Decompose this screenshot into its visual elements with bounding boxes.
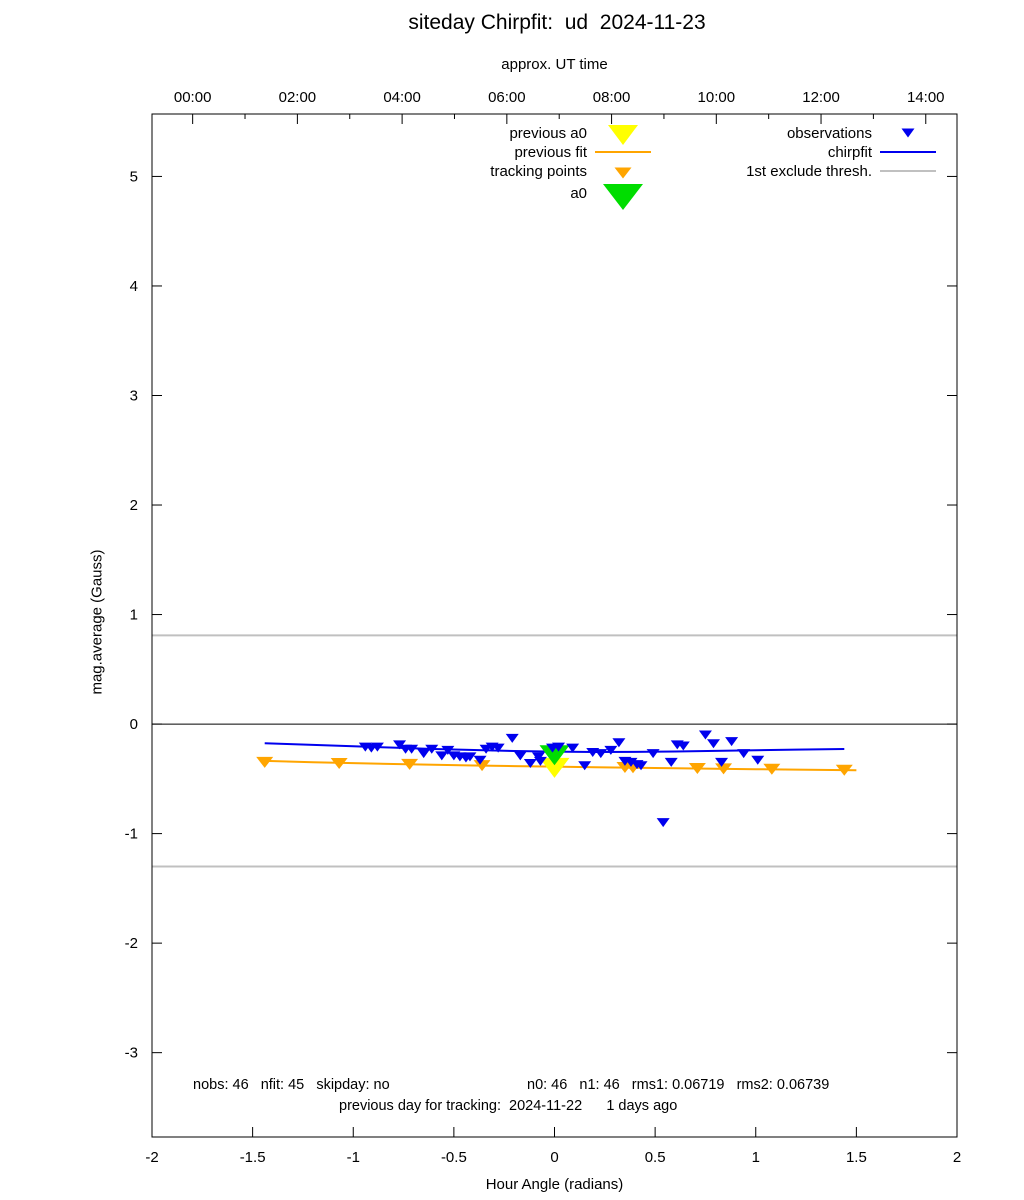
y-tick-label: -2 — [125, 935, 138, 952]
observation-point — [370, 742, 384, 752]
observation-point — [578, 761, 592, 771]
observation-point — [725, 737, 739, 747]
legend-marker-swatch — [901, 128, 915, 138]
legend-label: observations — [787, 125, 872, 142]
tracking-point — [473, 760, 491, 772]
observation-point — [505, 733, 519, 743]
x-axis-title: Hour Angle (radians) — [485, 1176, 624, 1193]
tracking-point — [330, 758, 348, 770]
plot-border — [151, 113, 958, 1138]
observation-point — [513, 751, 527, 761]
x-tick-label: -2 — [145, 1149, 158, 1166]
tracking-point — [763, 763, 781, 775]
observation-point — [566, 743, 580, 753]
stats-nobs-nfit-skipday: nobs: 46 nfit: 45 skipday: no — [193, 1077, 390, 1093]
observation-point — [491, 743, 505, 753]
y-tick-label: 2 — [130, 497, 138, 514]
legend-marker-swatch — [614, 167, 632, 179]
x-tick-label: -1 — [347, 1149, 360, 1166]
x-tick-label: -1.5 — [240, 1149, 266, 1166]
ut-tick-label: 04:00 — [383, 89, 421, 106]
observation-point — [441, 745, 455, 755]
observation-point — [604, 745, 618, 755]
observation-point — [523, 759, 537, 769]
stats-previous-day: previous day for tracking: 2024-11-22 1 … — [339, 1098, 678, 1114]
ut-tick-label: 06:00 — [488, 89, 526, 106]
x-tick-label: 0 — [550, 1149, 558, 1166]
ut-tick-label: 08:00 — [593, 89, 631, 106]
ut-tick-label: 00:00 — [174, 89, 212, 106]
chart-title: siteday Chirpfit: ud 2024-11-23 — [408, 11, 706, 34]
observation-point — [706, 739, 720, 749]
tracking-point — [256, 756, 274, 768]
y-tick-label: -1 — [125, 826, 138, 843]
observation-point — [594, 749, 608, 759]
y-tick-label: 0 — [130, 716, 138, 733]
observation-point — [552, 742, 566, 752]
observation-point — [425, 744, 439, 754]
legend-marker-swatch — [603, 184, 643, 210]
top-axis-title: approx. UT time — [501, 56, 608, 73]
observation-point — [435, 751, 449, 761]
observation-point — [612, 738, 626, 748]
legend-marker-swatch — [608, 125, 638, 145]
tracking-point — [401, 758, 419, 770]
x-tick-label: 1.5 — [846, 1149, 867, 1166]
legend-label: tracking points — [490, 163, 587, 180]
y-tick-label: 1 — [130, 607, 138, 624]
ut-tick-label: 02:00 — [279, 89, 317, 106]
ut-tick-label: 12:00 — [802, 89, 840, 106]
observation-point — [715, 757, 729, 767]
stats-n0-n1-rms: n0: 46 n1: 46 rms1: 0.06719 rms2: 0.0673… — [527, 1077, 830, 1093]
x-tick-label: 2 — [953, 1149, 961, 1166]
legend-label: a0 — [570, 185, 587, 202]
x-tick-label: -0.5 — [441, 1149, 467, 1166]
y-tick-label: 4 — [130, 278, 138, 295]
observation-point — [634, 761, 648, 771]
legend-label: chirpfit — [828, 144, 873, 161]
observation-point — [751, 755, 765, 765]
x-tick-label: 1 — [752, 1149, 760, 1166]
observation-point — [463, 752, 477, 762]
observation-point — [676, 741, 690, 751]
legend-label: previous fit — [514, 144, 587, 161]
observation-point — [646, 749, 660, 759]
observation-point — [664, 757, 678, 767]
x-tick-label: 0.5 — [645, 1149, 666, 1166]
observation-point — [405, 744, 419, 754]
legend-label: 1st exclude thresh. — [746, 163, 872, 180]
observation-point — [473, 755, 487, 765]
ut-tick-label: 10:00 — [698, 89, 736, 106]
tracking-point — [688, 763, 706, 775]
observation-point — [737, 749, 751, 759]
observation-point — [656, 818, 670, 828]
observation-point — [533, 756, 547, 766]
previous-a0-marker — [539, 757, 570, 778]
y-tick-label: -3 — [125, 1045, 138, 1062]
legend-label: previous a0 — [509, 125, 587, 142]
observation-point — [698, 730, 712, 740]
a0-marker — [539, 745, 570, 766]
observation-point — [417, 749, 431, 759]
y-tick-label: 5 — [130, 168, 138, 185]
y-tick-label: 3 — [130, 387, 138, 404]
tracking-point — [835, 764, 853, 776]
tracking-point — [715, 763, 733, 775]
ut-tick-label: 14:00 — [907, 89, 945, 106]
